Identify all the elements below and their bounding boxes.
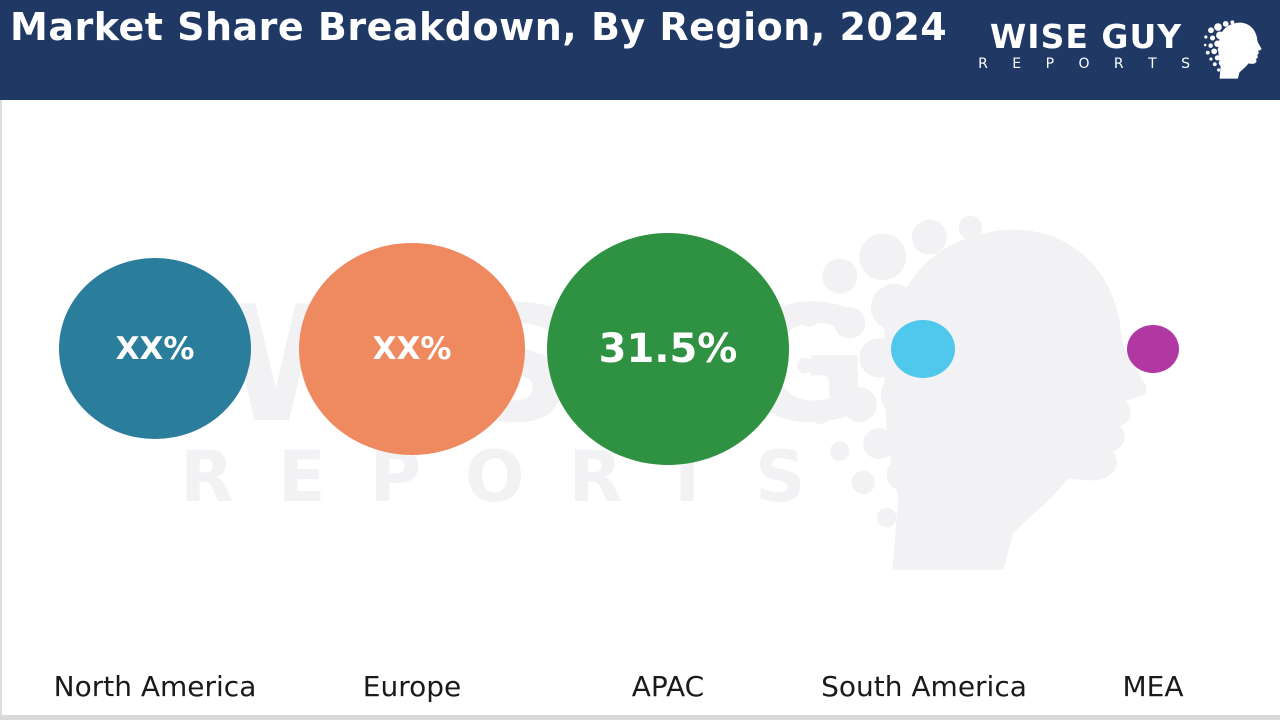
bubble-value-label: XX% [372, 331, 452, 367]
bubble-apac: 31.5% [547, 233, 789, 465]
header-bar: Market Share Breakdown, By Region, 2024 … [0, 0, 1280, 100]
bubble-value-label: 31.5% [598, 326, 738, 372]
category-label-north-america: North America [53, 670, 257, 703]
category-label-europe: Europe [362, 670, 462, 703]
category-label-apac: APAC [631, 670, 705, 703]
bubble-north-america: XX% [59, 258, 251, 439]
brand-logo: WISE GUY R E P O R T S [972, 6, 1266, 92]
bubble-value-label: XX% [115, 330, 195, 367]
brand-subtitle: R E P O R T S [978, 56, 1200, 72]
watermark-brand-subtitle: REPORTS [180, 436, 850, 518]
category-label-mea: MEA [1122, 670, 1184, 703]
category-label-south-america: South America [821, 670, 1027, 703]
brand-name: WISE GUY [989, 17, 1183, 56]
wise-guy-head-icon [1203, 20, 1262, 79]
bubble-chart: WISE GUY REPORTS XX% XX% [0, 100, 1280, 716]
brand-logo-text: WISE GUY R E P O R T S [972, 20, 1200, 72]
bottom-divider [0, 715, 1280, 720]
bubble-mea [1127, 325, 1179, 373]
bubble-europe: XX% [299, 243, 525, 455]
page-title: Market Share Breakdown, By Region, 2024 [10, 5, 948, 49]
watermark-head-icon [797, 215, 1147, 570]
bubble-south-america [891, 320, 955, 378]
